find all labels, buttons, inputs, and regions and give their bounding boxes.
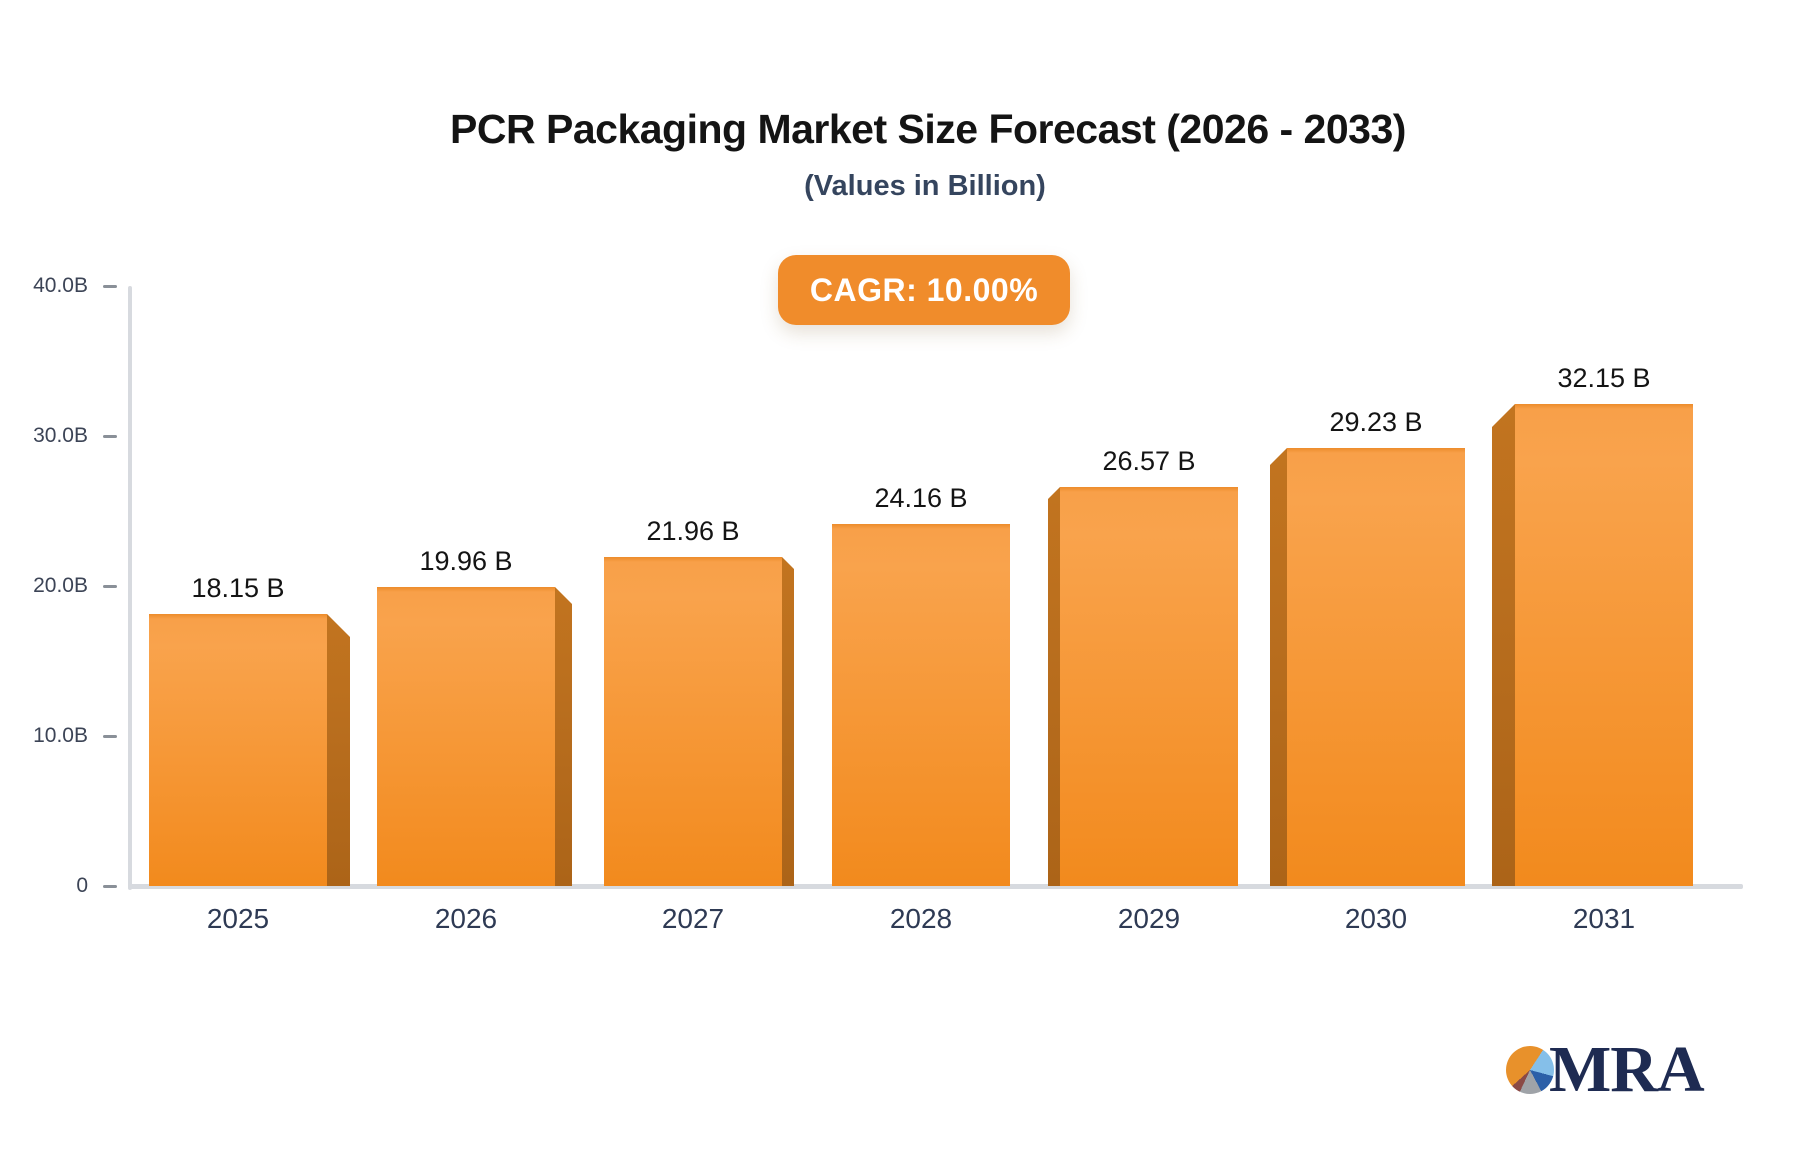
x-axis-label: 2029 bbox=[1117, 903, 1181, 934]
bar-2025 bbox=[149, 614, 327, 886]
bar-side-shadow bbox=[1048, 487, 1060, 886]
cagr-badge: CAGR: 10.00% bbox=[778, 255, 1070, 325]
bar-value-label: 32.15 B bbox=[1557, 363, 1651, 393]
y-tick-label: 30.0B bbox=[33, 424, 88, 447]
brand-logo-text: MRA bbox=[1549, 1033, 1705, 1106]
cagr-badge-label: CAGR: 10.00% bbox=[809, 271, 1039, 308]
y-tick bbox=[103, 885, 117, 888]
x-axis-label: 2027 bbox=[661, 903, 725, 934]
y-tick bbox=[103, 435, 117, 438]
bar-value-label: 26.57 B bbox=[1102, 446, 1196, 476]
bar-value-label: 18.15 B bbox=[191, 573, 285, 603]
x-axis-label: 2025 bbox=[206, 903, 270, 934]
bar-side-shadow bbox=[327, 614, 350, 886]
bar-side-shadow bbox=[1492, 404, 1515, 886]
bar-2029 bbox=[1060, 487, 1238, 886]
bar-value-label: 21.96 B bbox=[646, 516, 740, 546]
x-axis-label: 2026 bbox=[434, 903, 498, 934]
y-tick-label: 0 bbox=[76, 874, 88, 897]
y-tick bbox=[103, 585, 117, 588]
pie-chart-logo-icon bbox=[1506, 1046, 1554, 1094]
x-axis-line bbox=[128, 884, 1743, 889]
bar-value-label: 29.23 B bbox=[1329, 407, 1423, 437]
chart-title: PCR Packaging Market Size Forecast (2026… bbox=[450, 106, 1406, 152]
bar-2031 bbox=[1515, 404, 1693, 886]
bar-2030 bbox=[1287, 448, 1465, 886]
bar-side-shadow bbox=[1270, 448, 1287, 886]
x-axis-label: 2031 bbox=[1572, 903, 1636, 934]
bar-side-shadow bbox=[555, 587, 572, 886]
chart-subtitle: (Values in Billion) bbox=[804, 170, 1046, 202]
y-tick bbox=[103, 285, 117, 288]
bar-2027 bbox=[604, 557, 782, 886]
bar-2028 bbox=[832, 524, 1010, 886]
brand-logo: MRA bbox=[1506, 1033, 1705, 1106]
x-axis-label: 2028 bbox=[889, 903, 953, 934]
bar-value-label: 19.96 B bbox=[419, 546, 513, 576]
y-tick-label: 10.0B bbox=[33, 724, 88, 747]
bar-side-shadow bbox=[782, 557, 794, 886]
bar-2026 bbox=[377, 587, 555, 886]
y-axis-line bbox=[128, 286, 132, 890]
bar-value-label: 24.16 B bbox=[874, 483, 968, 513]
y-tick-label: 20.0B bbox=[33, 574, 88, 597]
y-tick bbox=[103, 735, 117, 738]
y-tick-label: 40.0B bbox=[33, 274, 88, 297]
x-axis-label: 2030 bbox=[1344, 903, 1408, 934]
